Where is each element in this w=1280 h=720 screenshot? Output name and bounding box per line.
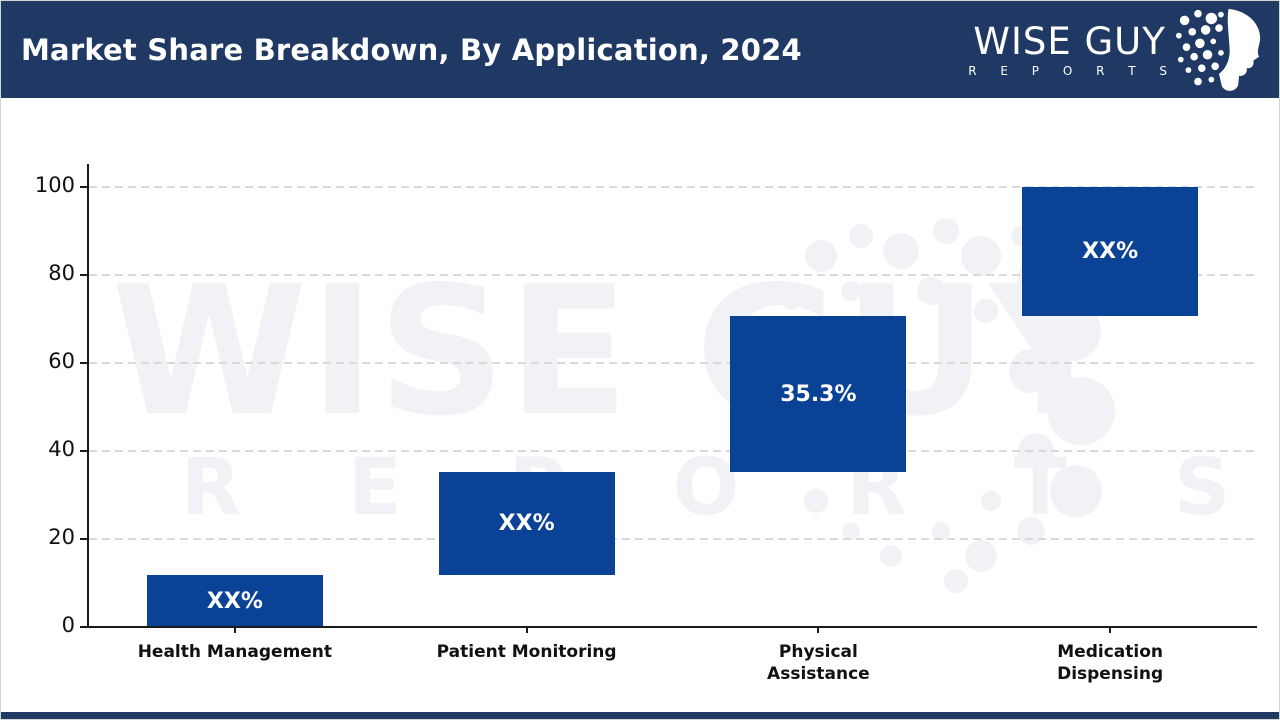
y-tick-mark [80,274,87,276]
x-tick-label: Health Management [137,642,333,662]
x-tick-mark [817,628,820,633]
gridline [89,186,1256,188]
x-tick-mark [233,628,236,633]
gridline [89,274,1256,276]
logo: WISE GUY R E P O R T S [962,7,1267,93]
y-tick-label: 0 [61,613,75,637]
x-tick-mark [1109,628,1112,633]
x-tick-label: Medication Dispensing [1057,642,1164,685]
y-tick-label: 20 [48,525,75,549]
gridline [89,538,1256,540]
y-tick-mark [80,450,87,452]
bar-patient-monitoring: XX% [438,471,615,576]
x-tick-label: Physical Assistance [767,642,870,685]
bar-health-management: XX% [146,575,323,627]
bar-value-label: 35.3% [780,381,857,407]
logo-primary-text: WISE GUY [973,19,1166,63]
gridline [89,362,1256,364]
x-axis [86,626,1257,628]
y-tick-mark [80,538,87,540]
footer-bar [1,712,1279,719]
logo-text: WISE GUY R E P O R T S [962,23,1177,78]
header-bar: Market Share Breakdown, By Application, … [1,1,1279,98]
bar-medication-dispensing: XX% [1022,187,1199,317]
y-tick-mark [80,362,87,364]
watermark-primary: WISE GUY [111,248,1121,455]
y-tick-label: 80 [48,261,75,285]
bar-value-label: XX% [498,510,555,536]
y-tick-label: 60 [48,349,75,373]
bar-value-label: XX% [1082,239,1139,265]
bar-value-label: XX% [206,588,263,614]
y-tick-label: 100 [34,173,75,197]
gridline [89,450,1256,452]
bar-physical-assistance: 35.3% [730,316,907,472]
x-tick-label: Patient Monitoring [436,642,617,662]
y-tick-label: 40 [48,437,75,461]
x-tick-mark [525,628,528,633]
logo-secondary-text: R E P O R T S [968,63,1177,78]
y-tick-mark [80,626,87,628]
y-tick-mark [80,186,87,188]
logo-face-icon [1176,8,1261,91]
y-axis [87,164,89,628]
page-title: Market Share Breakdown, By Application, … [21,32,802,67]
